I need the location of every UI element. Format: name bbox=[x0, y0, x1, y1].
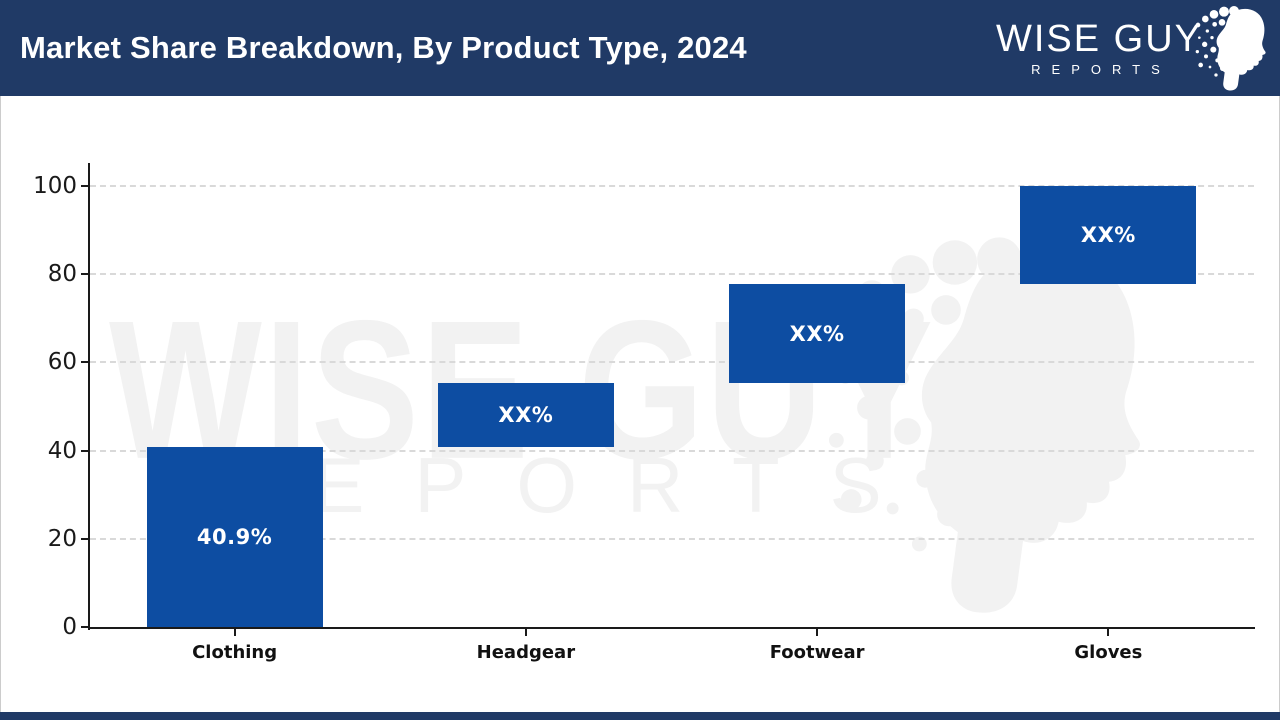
x-tick-footwear bbox=[816, 629, 819, 636]
page-title: Market Share Breakdown, By Product Type,… bbox=[20, 30, 747, 65]
y-tick-label: 80 bbox=[47, 261, 77, 288]
logo: WISE GUY REPORTS bbox=[996, 0, 1270, 96]
x-tick-headgear bbox=[524, 629, 527, 636]
x-axis-label-footwear: Footwear bbox=[769, 642, 865, 663]
gridline-20 bbox=[90, 537, 1254, 540]
x-axis-label-clothing: Clothing bbox=[192, 642, 278, 663]
gridline-40 bbox=[90, 449, 1254, 452]
y-tick-40 bbox=[81, 449, 89, 452]
logo-face-icon bbox=[1195, 6, 1266, 91]
bar-gloves: XX% bbox=[1020, 186, 1197, 285]
y-tick-100 bbox=[81, 185, 89, 187]
y-tick-label: 0 bbox=[62, 614, 77, 640]
gridline-80 bbox=[90, 273, 1254, 276]
footer-bar bbox=[0, 712, 1280, 720]
logo-text: WISE GUY REPORTS bbox=[996, 20, 1202, 77]
x-tick-clothing bbox=[233, 629, 236, 636]
y-tick-0 bbox=[81, 626, 89, 628]
bar-value-label: 40.9% bbox=[196, 524, 273, 549]
plot-area: 40.9% XX% XX% XX% bbox=[89, 186, 1254, 627]
header: Market Share Breakdown, By Product Type,… bbox=[0, 0, 1280, 96]
y-tick-label: 20 bbox=[47, 525, 77, 552]
logo-subtitle: REPORTS bbox=[1031, 61, 1171, 77]
bar-value-label: XX% bbox=[1080, 223, 1136, 248]
y-axis-line bbox=[88, 163, 90, 630]
logo-wordmark: WISE GUY bbox=[995, 17, 1202, 60]
y-tick-80 bbox=[81, 273, 89, 276]
y-tick-label: 100 bbox=[33, 173, 77, 199]
y-tick-label: 40 bbox=[47, 437, 77, 464]
x-axis-line bbox=[88, 627, 1255, 629]
y-tick-20 bbox=[81, 537, 89, 540]
bar-value-label: XX% bbox=[789, 321, 845, 346]
y-tick-60 bbox=[81, 361, 89, 364]
x-tick-gloves bbox=[1107, 629, 1110, 636]
bar-headgear: XX% bbox=[437, 383, 614, 447]
bar-clothing: 40.9% bbox=[146, 446, 323, 627]
chart-canvas: WISE GUY REPORTS 0 20 40 60 80 100 Clothing Hea… bbox=[0, 96, 1280, 712]
bar-value-label: XX% bbox=[498, 402, 554, 427]
x-axis-label-headgear: Headgear bbox=[476, 642, 576, 663]
grid-layer: 0 20 40 60 80 100 Clothing Headgear Footwear Glov… bbox=[1, 96, 1279, 712]
gridline-60 bbox=[90, 361, 1254, 364]
x-axis-label-gloves: Gloves bbox=[1074, 642, 1143, 663]
y-tick-label: 60 bbox=[47, 349, 77, 376]
gridline-100 bbox=[90, 185, 1254, 187]
bar-footwear: XX% bbox=[729, 284, 906, 384]
